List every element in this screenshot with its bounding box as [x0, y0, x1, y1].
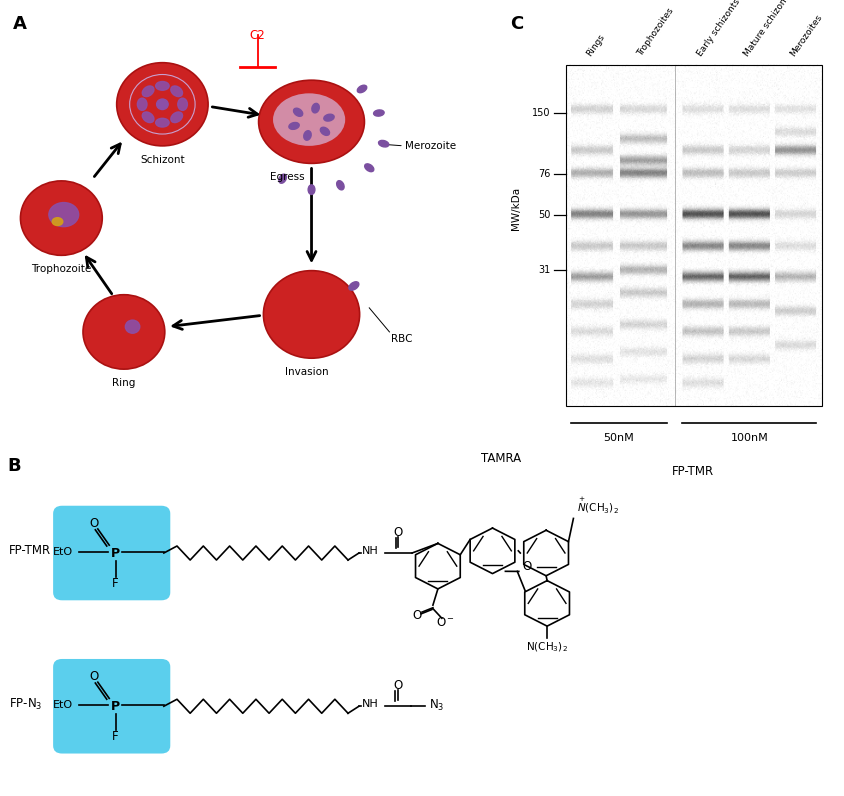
Text: O: O	[413, 609, 422, 622]
Ellipse shape	[321, 127, 329, 135]
Text: 100nM: 100nM	[730, 433, 768, 443]
Text: F: F	[112, 577, 119, 590]
Text: $\overset{+}{N}$(CH$_3$)$_2$: $\overset{+}{N}$(CH$_3$)$_2$	[577, 495, 619, 516]
FancyBboxPatch shape	[53, 659, 170, 754]
Ellipse shape	[143, 112, 154, 123]
Ellipse shape	[178, 98, 187, 111]
Text: O$^-$: O$^-$	[436, 616, 455, 629]
Text: F: F	[112, 731, 119, 743]
Text: RBC: RBC	[391, 334, 413, 344]
Bar	[565, 65, 822, 406]
Text: EtO: EtO	[53, 700, 73, 710]
Ellipse shape	[379, 140, 389, 147]
Text: FP-N$_3$: FP-N$_3$	[9, 696, 42, 712]
Text: FP-TMR: FP-TMR	[9, 544, 51, 557]
Circle shape	[157, 99, 168, 110]
Text: 150: 150	[533, 107, 551, 118]
Text: Ring: Ring	[112, 378, 136, 388]
Text: O: O	[89, 517, 99, 530]
Ellipse shape	[258, 80, 365, 163]
Ellipse shape	[374, 110, 384, 116]
Ellipse shape	[279, 174, 286, 183]
Ellipse shape	[357, 85, 367, 92]
Text: Mature schizonts: Mature schizonts	[742, 0, 793, 58]
Circle shape	[263, 271, 360, 358]
Text: NH: NH	[362, 700, 379, 709]
Ellipse shape	[289, 123, 300, 130]
Ellipse shape	[337, 181, 344, 190]
Ellipse shape	[52, 217, 62, 225]
Text: Merozoites: Merozoites	[788, 13, 824, 58]
FancyBboxPatch shape	[53, 505, 170, 600]
Ellipse shape	[324, 114, 334, 121]
Text: O: O	[89, 670, 99, 683]
Ellipse shape	[294, 108, 303, 116]
Text: 31: 31	[538, 265, 551, 275]
Text: C: C	[510, 14, 523, 33]
Text: A: A	[14, 14, 27, 33]
Text: 50nM: 50nM	[603, 433, 635, 443]
Text: Rings: Rings	[585, 33, 606, 58]
Circle shape	[126, 320, 140, 334]
Ellipse shape	[49, 202, 78, 227]
Ellipse shape	[365, 164, 374, 172]
Ellipse shape	[304, 131, 311, 140]
Circle shape	[83, 295, 165, 369]
Ellipse shape	[138, 98, 147, 111]
Circle shape	[20, 181, 102, 256]
Text: MW/kDa: MW/kDa	[511, 187, 522, 230]
Ellipse shape	[170, 86, 182, 96]
Text: Merozoite: Merozoite	[405, 141, 457, 151]
Ellipse shape	[155, 119, 169, 127]
Text: P: P	[111, 700, 120, 712]
Text: TAMRA: TAMRA	[481, 452, 522, 466]
Text: FP-TMR: FP-TMR	[673, 465, 714, 478]
Text: EtO: EtO	[53, 547, 73, 557]
Text: Early schizonts: Early schizonts	[695, 0, 742, 58]
Circle shape	[116, 63, 208, 146]
Text: O: O	[522, 560, 532, 572]
Ellipse shape	[170, 112, 182, 123]
Text: C2: C2	[250, 29, 266, 42]
Text: Invasion: Invasion	[285, 367, 328, 377]
Ellipse shape	[312, 103, 319, 113]
Text: Trophozoites: Trophozoites	[636, 6, 676, 58]
Ellipse shape	[155, 81, 169, 90]
Text: N(CH$_3$)$_2$: N(CH$_3$)$_2$	[526, 641, 568, 654]
Text: N$_3$: N$_3$	[430, 698, 445, 713]
Text: Egress: Egress	[270, 172, 305, 182]
Text: P: P	[111, 547, 120, 560]
Text: B: B	[8, 457, 21, 474]
Text: Trophozoite: Trophozoite	[31, 264, 91, 274]
Ellipse shape	[349, 282, 359, 291]
Text: 50: 50	[538, 210, 551, 220]
Ellipse shape	[308, 185, 315, 194]
Ellipse shape	[143, 86, 154, 96]
Text: Schizont: Schizont	[140, 154, 185, 165]
Text: O: O	[393, 525, 403, 539]
Ellipse shape	[273, 93, 345, 146]
Text: 76: 76	[538, 169, 551, 179]
Text: NH: NH	[362, 546, 379, 556]
Text: O: O	[393, 679, 403, 692]
